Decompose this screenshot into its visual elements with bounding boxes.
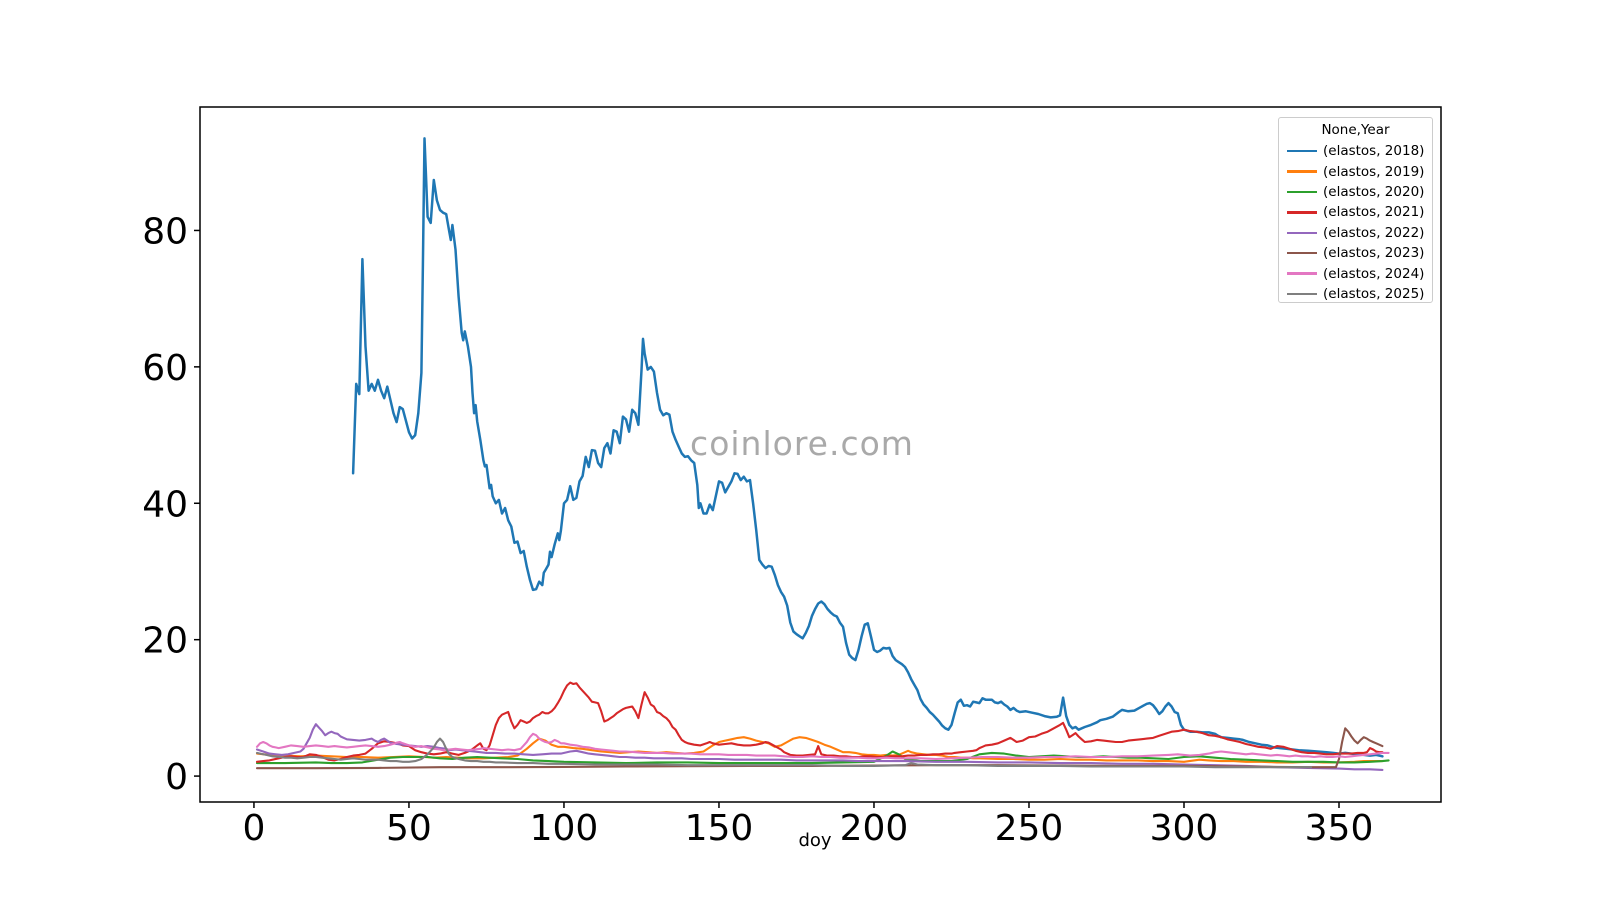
legend-label: (elastos, 2024) [1323, 265, 1425, 282]
y-tick-label: 20 [142, 621, 188, 662]
x-tick-label: 150 [685, 808, 754, 849]
x-tick-label: 300 [1150, 808, 1219, 849]
legend-swatch [1287, 272, 1317, 275]
x-tick-label: 200 [840, 808, 909, 849]
legend-label: (elastos, 2020) [1323, 183, 1425, 200]
legend-label: (elastos, 2019) [1323, 163, 1425, 180]
y-tick-label: 60 [142, 348, 188, 389]
legend-swatch [1287, 190, 1317, 194]
legend-swatch [1287, 150, 1317, 153]
axes: 0 50 100 150 200 250 300 350 0 20 40 60 80 [142, 106, 1442, 849]
series-lines [255, 137, 1390, 771]
legend-item: (elastos, 2021) [1279, 202, 1432, 222]
x-tick-label: 350 [1305, 808, 1374, 849]
y-tick-label: 80 [142, 211, 188, 252]
legend-item: (elastos, 2019) [1279, 161, 1432, 181]
series-line-2021 [255, 681, 1384, 763]
x-axis-label: doy [798, 830, 831, 851]
watermark: coinlore.com [690, 424, 914, 463]
y-tick-label: 40 [142, 484, 188, 525]
legend-label: (elastos, 2025) [1323, 285, 1425, 302]
series-line-2019 [255, 736, 1384, 764]
legend-swatch [1287, 292, 1317, 296]
series-line-2024 [255, 732, 1390, 761]
legend-item: (elastos, 2024) [1279, 263, 1432, 283]
legend-swatch [1287, 170, 1317, 173]
legend-item: (elastos, 2025) [1279, 284, 1432, 304]
legend-label: (elastos, 2022) [1323, 224, 1425, 241]
legend-items: (elastos, 2018) (elastos, 2019) (elastos, … [1279, 141, 1432, 304]
x-tick-label: 250 [995, 808, 1064, 849]
legend-label: (elastos, 2018) [1323, 143, 1425, 160]
x-tick-label: 0 [242, 808, 265, 849]
legend-item: (elastos, 2018) [1279, 141, 1432, 161]
legend-swatch [1287, 231, 1317, 234]
series-line-2025 [255, 737, 1313, 769]
legend-title: None,Year [1321, 122, 1390, 138]
legend-label: (elastos, 2023) [1323, 245, 1425, 262]
series-line-2022 [255, 723, 1384, 771]
legend-swatch [1287, 251, 1317, 255]
x-tick-label: 50 [386, 808, 432, 849]
legend-swatch [1287, 211, 1317, 214]
x-tick-label: 100 [530, 808, 599, 849]
plot-frame [199, 106, 1442, 803]
legend-item: (elastos, 2020) [1279, 182, 1432, 202]
series-line-2020 [255, 750, 1390, 765]
legend: None,Year (elastos, 2018) (elastos, 2019)… [1278, 117, 1433, 303]
y-tick-label: 0 [165, 757, 188, 798]
legend-label: (elastos, 2021) [1323, 204, 1425, 221]
legend-item: (elastos, 2022) [1279, 223, 1432, 243]
series-line-2018 [351, 137, 1384, 758]
legend-item: (elastos, 2023) [1279, 243, 1432, 263]
